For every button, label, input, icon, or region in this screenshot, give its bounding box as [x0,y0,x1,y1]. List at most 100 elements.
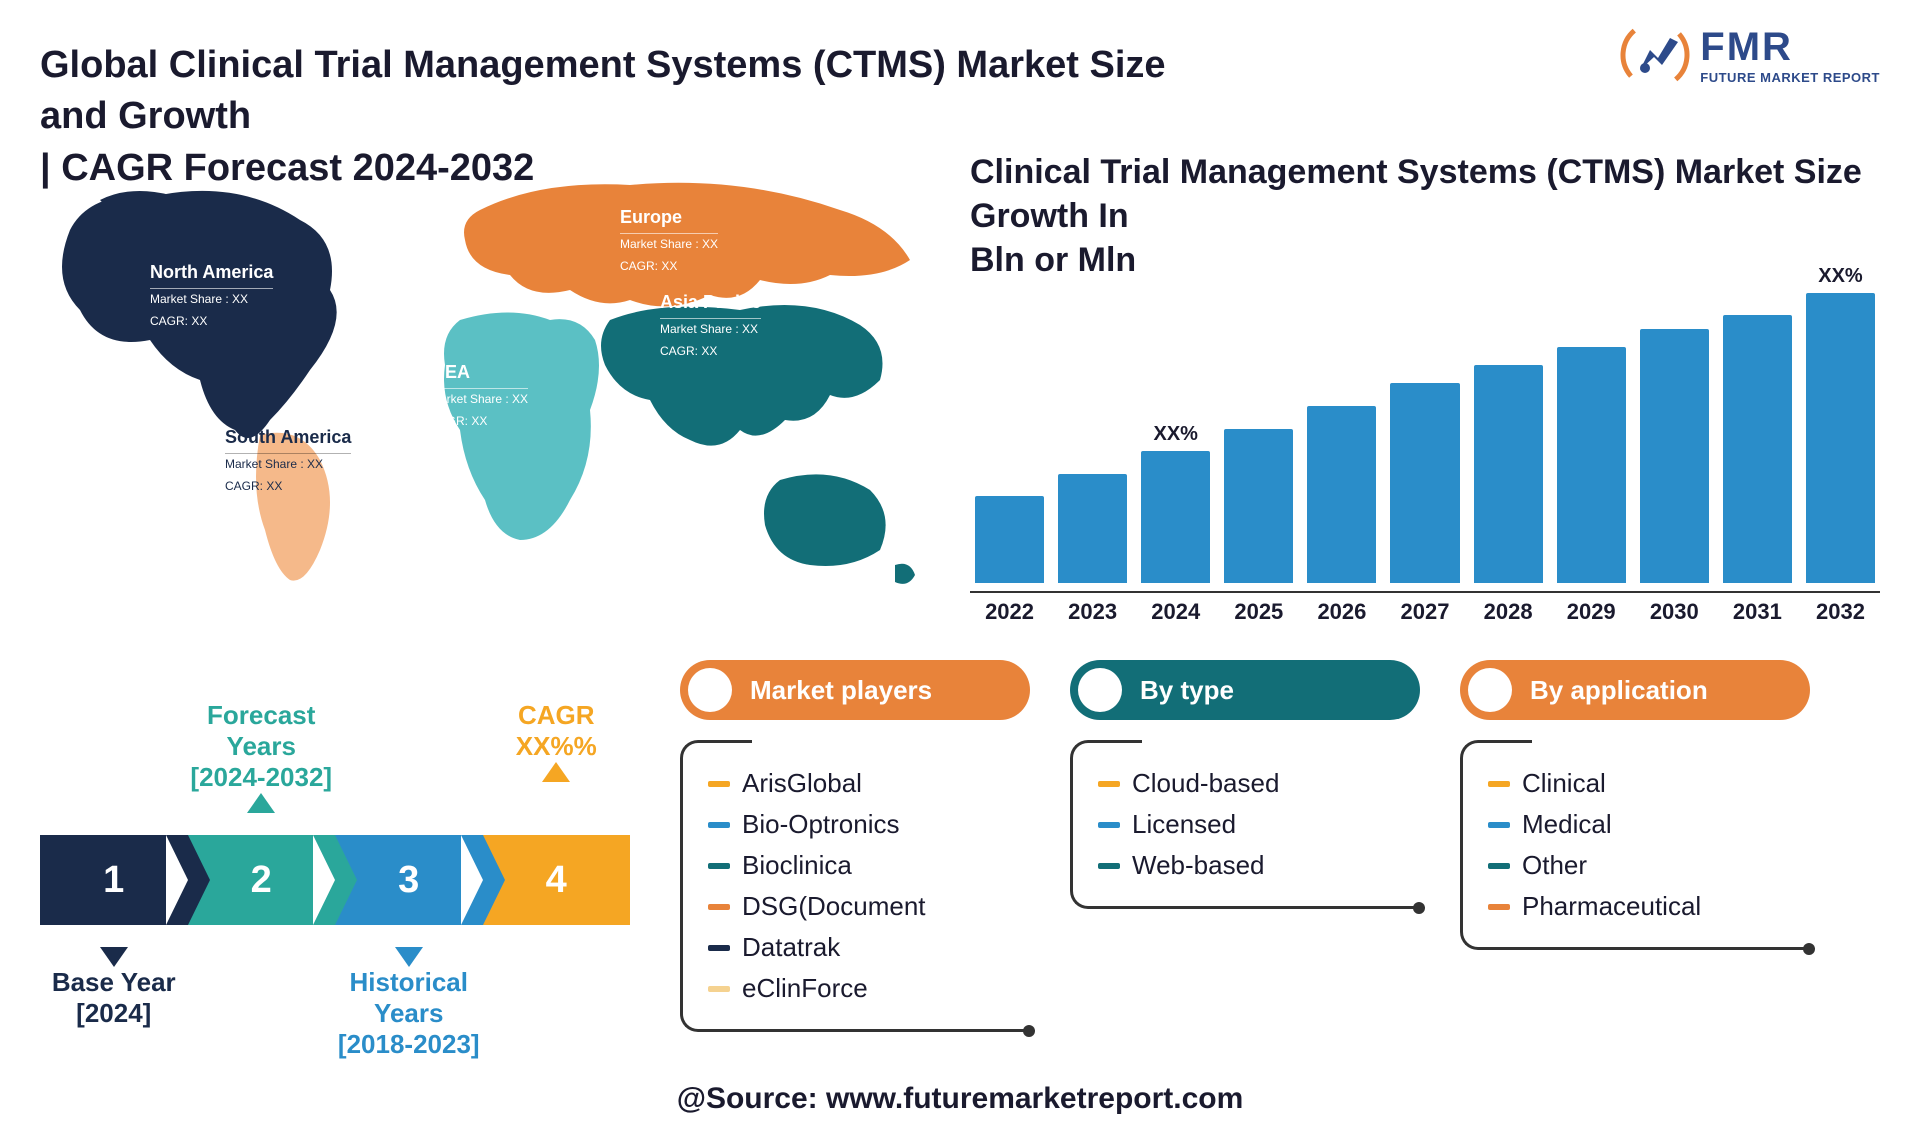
bar-column: XX% [1806,293,1875,583]
category-header: By type [1070,660,1420,720]
category-item-label: Other [1522,850,1587,881]
source-text: @Source: www.futuremarketreport.com [677,1082,1244,1116]
bar [1640,329,1709,583]
category-item: DSG(Document [708,886,1030,927]
bar-column [1640,329,1709,583]
category-item: Web-based [1098,845,1420,886]
category-item-label: Bioclinica [742,850,852,881]
logo-text-main: FMR [1700,25,1880,70]
xaxis-label: 2030 [1640,593,1709,625]
category-item: Other [1488,845,1810,886]
bar [1806,293,1875,583]
timeline-segment: 4 [483,835,631,925]
category-card: Market players ArisGlobal Bio-Optronics Bio… [680,660,1030,1032]
category-item: Cloud-based [1098,763,1420,804]
logo-text-sub: FUTURE MARKET REPORT [1700,70,1880,85]
bar-column [1307,406,1376,583]
category-item: Licensed [1098,804,1420,845]
bar-column [975,496,1044,582]
marker-icon [1098,822,1120,828]
category-item-label: Licensed [1132,809,1236,840]
bar-annotation: XX% [1154,423,1198,446]
timeline: Forecast Years[2024-2032]CAGRXX%% 1234 B… [40,700,630,1060]
xaxis-label: 2028 [1474,593,1543,625]
bar [1307,406,1376,583]
category-item-label: Clinical [1522,768,1606,799]
xaxis-label: 2025 [1224,593,1293,625]
bar [1474,365,1543,583]
bar-annotation: XX% [1818,265,1862,288]
marker-icon [1488,781,1510,787]
bar [975,496,1044,582]
bar [1141,451,1210,582]
logo: FMR FUTURE MARKET REPORT [1620,20,1880,90]
marker-icon [708,781,730,787]
category-item-label: DSG(Document [742,891,926,922]
marker-icon [1488,863,1510,869]
bar-column [1723,315,1792,582]
region-label: Asia PacificMarket Share : XXCAGR: XX [660,290,761,360]
bar-column [1474,365,1543,583]
category-list: Clinical Medical Other Pharmaceutical [1460,740,1810,950]
xaxis-label: 2026 [1307,593,1376,625]
category-item-label: Medical [1522,809,1612,840]
bar [1390,383,1459,582]
category-item-label: eClinForce [742,973,868,1004]
category-header: By application [1460,660,1810,720]
category-card: By type Cloud-based Licensed Web-based [1070,660,1420,909]
marker-icon [1098,781,1120,787]
category-item: Bioclinica [708,845,1030,886]
bar-column: XX% [1141,451,1210,582]
xaxis-label: 2031 [1723,593,1792,625]
marker-icon [708,945,730,951]
category-item-label: Web-based [1132,850,1265,881]
bar [1058,474,1127,583]
xaxis-label: 2032 [1806,593,1875,625]
bar [1723,315,1792,582]
region-label: EuropeMarket Share : XXCAGR: XX [620,205,718,275]
bar-column [1557,347,1626,583]
xaxis-label: 2029 [1557,593,1626,625]
category-item-label: Bio-Optronics [742,809,900,840]
category-card: By application Clinical Medical Other Pharma… [1460,660,1810,950]
category-item: eClinForce [708,968,1030,1009]
category-item-label: ArisGlobal [742,768,862,799]
category-item: Datatrak [708,927,1030,968]
marker-icon [1488,822,1510,828]
marker-icon [708,904,730,910]
bar-column [1058,474,1127,583]
chart-title: Clinical Trial Management Systems (CTMS)… [970,150,1880,283]
timeline-label: Historical Years[2018-2023] [335,967,483,1060]
category-item: ArisGlobal [708,763,1030,804]
region-label: South AmericaMarket Share : XXCAGR: XX [225,425,351,495]
bar [1224,429,1293,583]
world-map: North AmericaMarket Share : XXCAGR: XX So… [40,170,940,600]
marker-icon [708,986,730,992]
marker-icon [708,863,730,869]
category-item-label: Datatrak [742,932,840,963]
category-header: Market players [680,660,1030,720]
bar [1557,347,1626,583]
category-item: Pharmaceutical [1488,886,1810,927]
category-item: Bio-Optronics [708,804,1030,845]
marker-icon [1488,904,1510,910]
category-item-label: Pharmaceutical [1522,891,1701,922]
chart-xaxis: 2022202320242025202620272028202920302031… [970,591,1880,625]
xaxis-label: 2023 [1058,593,1127,625]
category-item: Medical [1488,804,1810,845]
bar-column [1390,383,1459,582]
timeline-label: Base Year[2024] [40,967,188,1029]
category-list: Cloud-based Licensed Web-based [1070,740,1420,909]
category-list: ArisGlobal Bio-Optronics Bioclinica DSG(Doc… [680,740,1030,1032]
region-label: MEAMarket Share : XXCAGR: XX [430,360,528,430]
bar-column [1224,429,1293,583]
marker-icon [708,822,730,828]
marker-icon [1098,863,1120,869]
timeline-label: CAGRXX%% [483,700,631,762]
category-item: Clinical [1488,763,1810,804]
category-item-label: Cloud-based [1132,768,1279,799]
bar-chart: Clinical Trial Management Systems (CTMS)… [970,150,1880,600]
chart-bars: XX% XX% [970,293,1880,583]
region-label: North AmericaMarket Share : XXCAGR: XX [150,260,273,330]
logo-icon [1620,20,1690,90]
